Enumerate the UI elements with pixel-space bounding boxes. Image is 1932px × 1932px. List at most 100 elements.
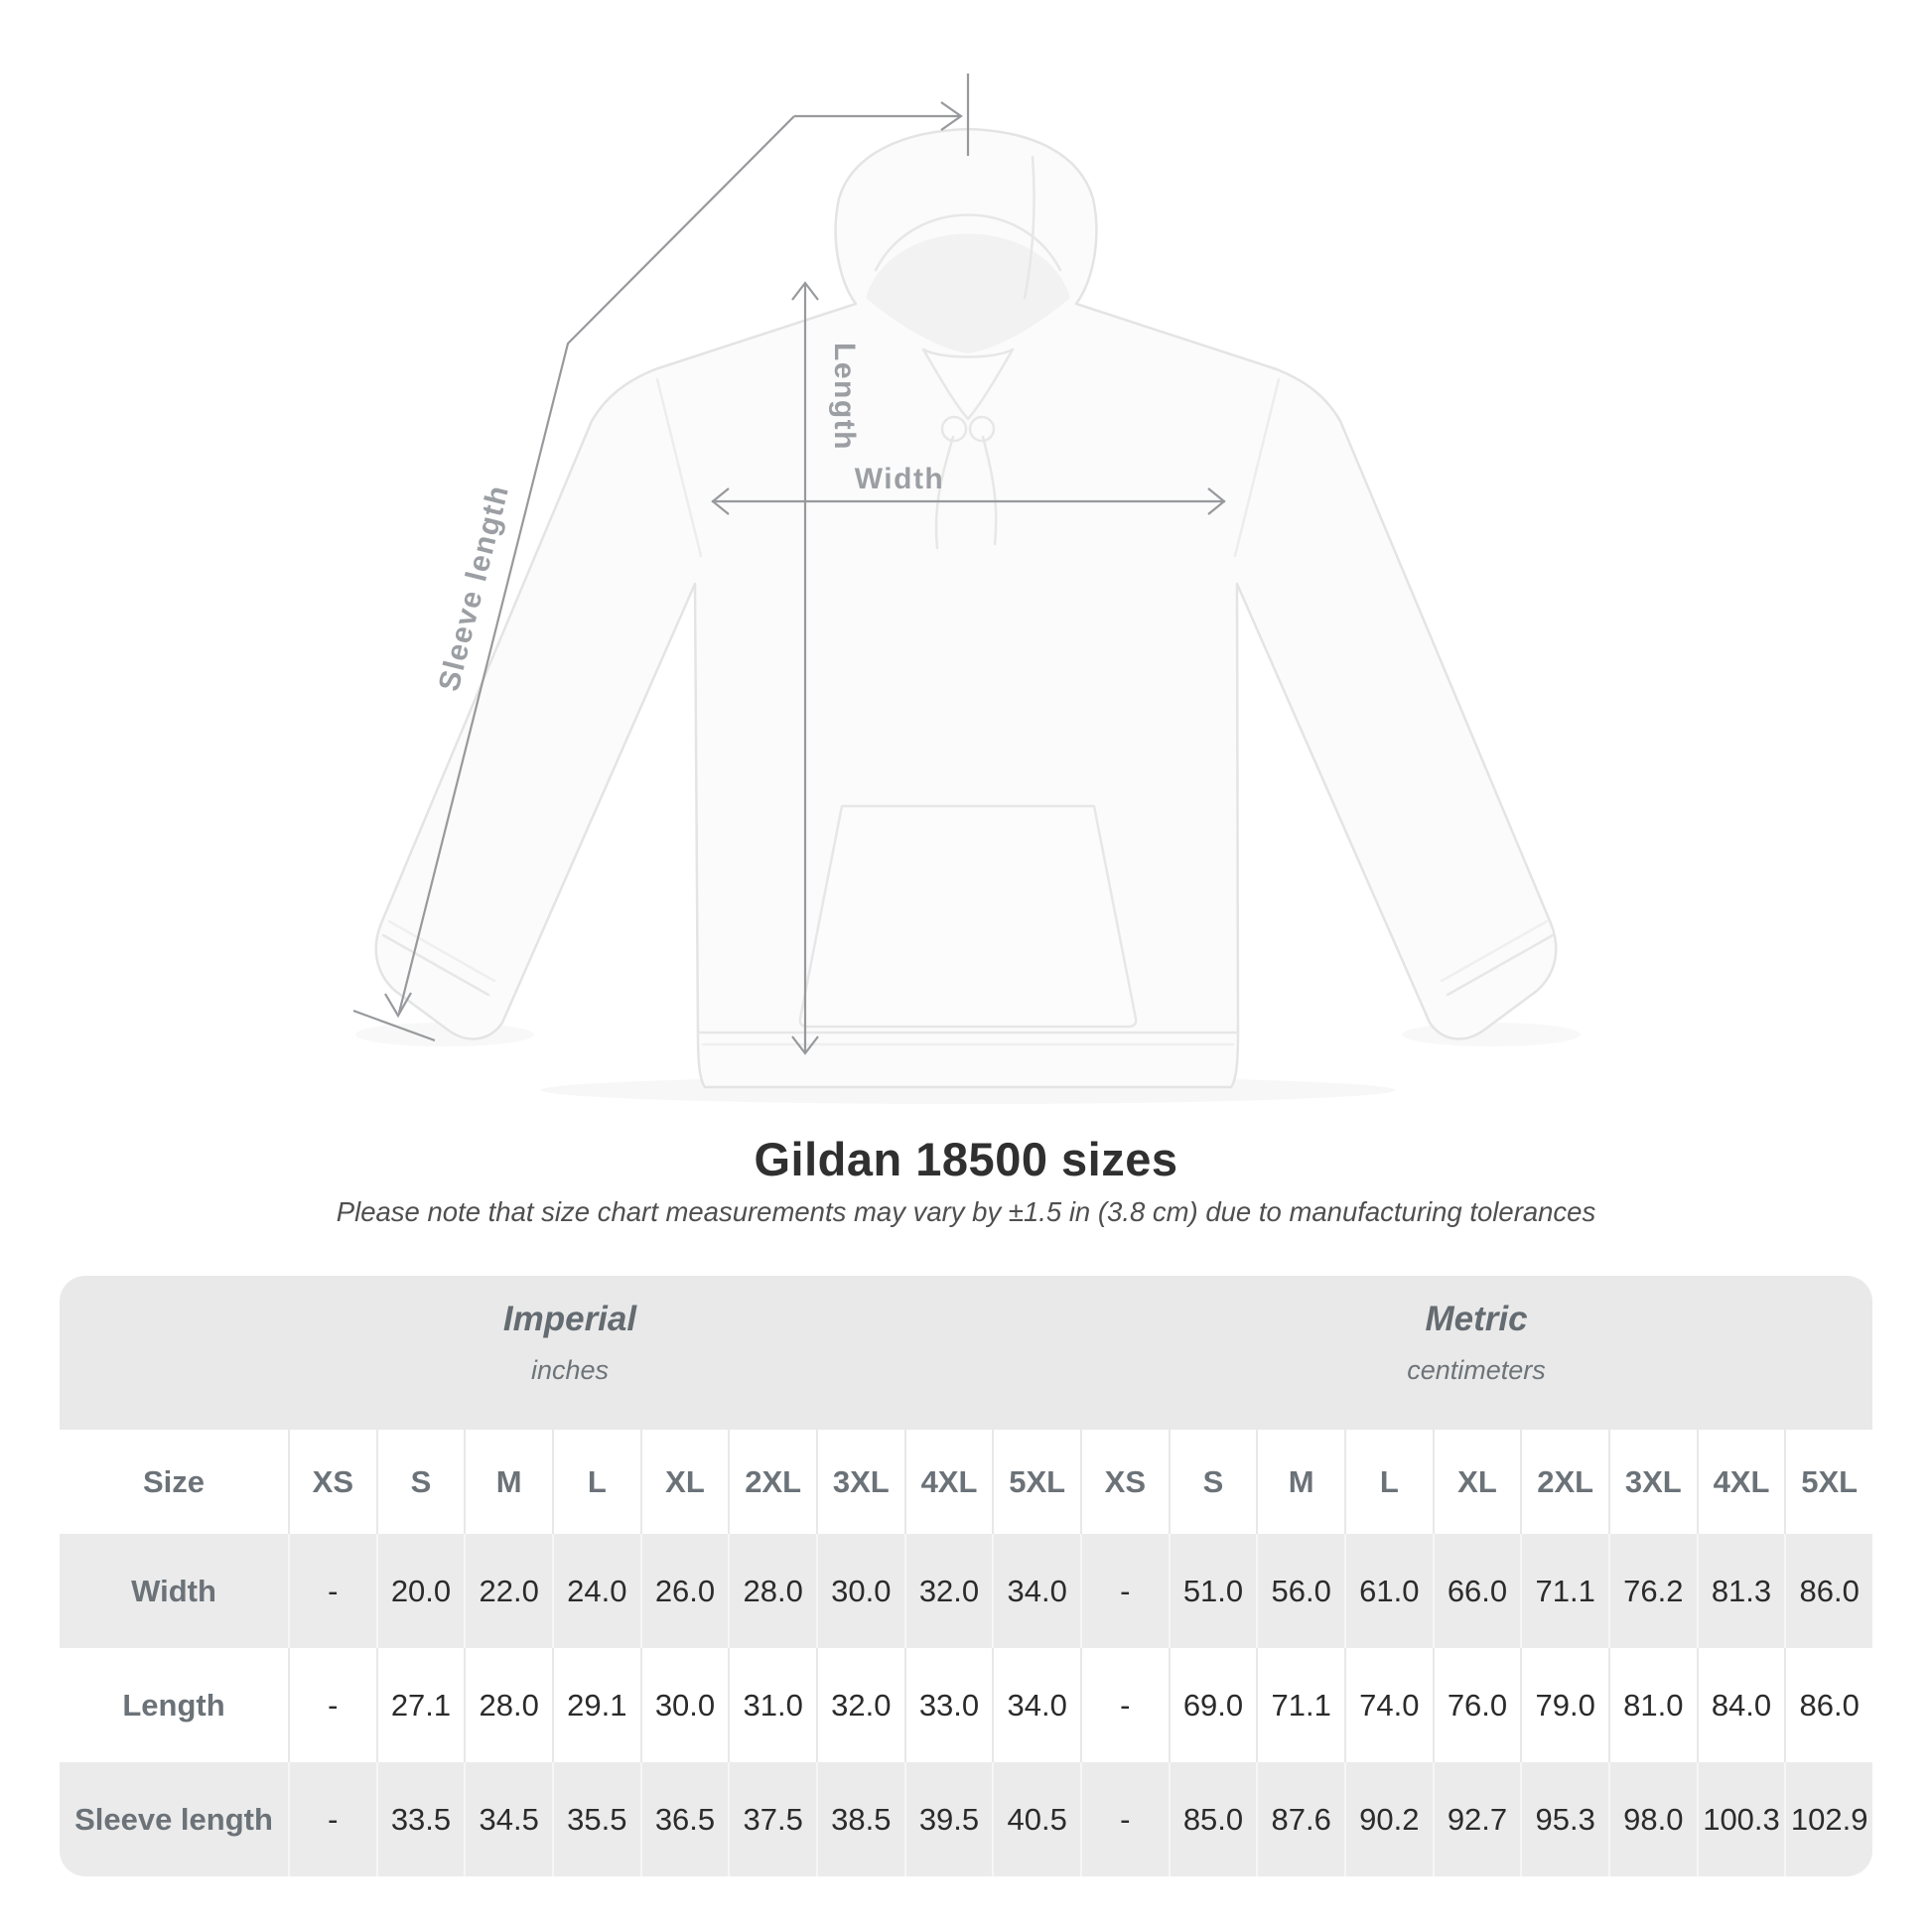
size-label: 3XL <box>1607 1430 1697 1534</box>
size-label: M <box>464 1430 552 1534</box>
measurement-cell: 76.0 <box>1432 1648 1521 1762</box>
measurement-cell: - <box>1079 1762 1169 1876</box>
measurement-cell: 32.0 <box>815 1648 904 1762</box>
hoodie-silhouette <box>374 127 1558 1089</box>
imperial-unit: inches <box>530 1355 610 1385</box>
measurement-cell: 90.2 <box>1343 1762 1433 1876</box>
width-arrow: Width <box>711 463 1226 515</box>
measurement-cell: 85.0 <box>1168 1762 1257 1876</box>
size-label: XL <box>639 1430 729 1534</box>
size-label: XS <box>1079 1430 1169 1534</box>
measurement-cell: 86.0 <box>1784 1534 1872 1648</box>
measurement-cell: 40.5 <box>992 1762 1080 1876</box>
measurement-cell: 79.0 <box>1520 1648 1608 1762</box>
width-label: Width <box>855 463 945 495</box>
length-arrow: Length <box>791 281 861 1055</box>
row-label: Length <box>122 1688 225 1723</box>
size-column-header: Size <box>142 1464 206 1499</box>
size-table: Imperial inches Metric centimeters Size … <box>60 1276 1872 1876</box>
size-label: 4XL <box>903 1430 993 1534</box>
measurement-cell: 20.0 <box>375 1534 465 1648</box>
measurement-cell: 81.3 <box>1696 1534 1785 1648</box>
measurement-cell: 87.6 <box>1256 1762 1344 1876</box>
measurement-cell: - <box>1079 1534 1169 1648</box>
metric-label: Metric <box>1425 1300 1528 1338</box>
size-label: L <box>551 1430 640 1534</box>
row-label: Sleeve length <box>74 1802 273 1837</box>
measurement-cell: 84.0 <box>1696 1648 1785 1762</box>
size-header-row: Size XS S M L XL 2XL 3XL 4XL 5XL XS S M … <box>60 1430 1872 1534</box>
measurement-cell: 34.5 <box>464 1762 552 1876</box>
size-label: M <box>1256 1430 1344 1534</box>
length-label: Length <box>828 343 861 451</box>
measurement-cell: 102.9 <box>1784 1762 1872 1876</box>
page-subtitle: Please note that size chart measurements… <box>336 1196 1596 1227</box>
metric-unit: centimeters <box>1407 1355 1546 1385</box>
kangaroo-pocket <box>798 804 1138 1029</box>
size-label: XS <box>288 1430 376 1534</box>
measurement-cell: 100.3 <box>1696 1762 1785 1876</box>
size-label: 3XL <box>815 1430 904 1534</box>
measurement-cell: 31.0 <box>728 1648 816 1762</box>
measurement-cell: 61.0 <box>1343 1534 1433 1648</box>
hood-opening <box>866 233 1070 353</box>
measurement-cell: 34.0 <box>992 1534 1080 1648</box>
measurement-cell: 24.0 <box>551 1534 640 1648</box>
measurement-cell: 37.5 <box>728 1762 816 1876</box>
measurement-cell: 76.2 <box>1607 1534 1697 1648</box>
size-label: 2XL <box>1520 1430 1608 1534</box>
size-label: L <box>1343 1430 1433 1534</box>
measurement-cell: 30.0 <box>815 1534 904 1648</box>
hoodie-measurement-diagram: Sleeve length Length Width <box>352 73 1581 1104</box>
metric-group-header: Metric centimeters <box>1080 1276 1872 1430</box>
measurement-cell: 38.5 <box>815 1762 904 1876</box>
measurement-cell: 36.5 <box>639 1762 729 1876</box>
measurement-cell: 69.0 <box>1168 1648 1257 1762</box>
measurement-cell: 92.7 <box>1432 1762 1521 1876</box>
measurement-cell: 33.5 <box>375 1762 465 1876</box>
size-label: 5XL <box>992 1430 1080 1534</box>
size-label: S <box>375 1430 465 1534</box>
measurement-cell: 51.0 <box>1168 1534 1257 1648</box>
table-row-width: Width - 20.0 22.0 24.0 26.0 28.0 30.0 32… <box>60 1534 1872 1648</box>
measurement-cell: 56.0 <box>1256 1534 1344 1648</box>
page-title: Gildan 18500 sizes <box>754 1133 1178 1185</box>
size-label: S <box>1168 1430 1257 1534</box>
measurement-cell: - <box>1079 1648 1169 1762</box>
measurement-cell: - <box>288 1762 376 1876</box>
measurement-cell: 35.5 <box>551 1762 640 1876</box>
measurement-cell: 27.1 <box>375 1648 465 1762</box>
measurement-cell: 74.0 <box>1343 1648 1433 1762</box>
imperial-group-header: Imperial inches <box>60 1276 1080 1430</box>
drawstring-right <box>981 435 998 546</box>
size-label: 5XL <box>1784 1430 1872 1534</box>
measurement-cell: 28.0 <box>464 1648 552 1762</box>
measurement-cell: 66.0 <box>1432 1534 1521 1648</box>
drawstring-left <box>934 435 955 550</box>
measurement-cell: 86.0 <box>1784 1648 1872 1762</box>
measurement-cell: 34.0 <box>992 1648 1080 1762</box>
collar <box>921 347 1015 421</box>
size-label: 4XL <box>1696 1430 1785 1534</box>
measurement-cell: 30.0 <box>639 1648 729 1762</box>
measurement-cell: - <box>288 1534 376 1648</box>
table-row-sleeve-length: Sleeve length - 33.5 34.5 35.5 36.5 37.5… <box>60 1762 1872 1876</box>
measurement-cell: 39.5 <box>903 1762 993 1876</box>
imperial-label: Imperial <box>502 1300 637 1338</box>
measurement-cell: 32.0 <box>903 1534 993 1648</box>
measurement-cell: 71.1 <box>1520 1534 1608 1648</box>
measurement-cell: 81.0 <box>1607 1648 1697 1762</box>
measurement-cell: 22.0 <box>464 1534 552 1648</box>
table-row-length: Length - 27.1 28.0 29.1 30.0 31.0 32.0 3… <box>60 1648 1872 1762</box>
measurement-cell: 28.0 <box>728 1534 816 1648</box>
measurement-cell: 98.0 <box>1607 1762 1697 1876</box>
size-label: 2XL <box>728 1430 816 1534</box>
measurement-cell: 71.1 <box>1256 1648 1344 1762</box>
unit-header-band: Imperial inches Metric centimeters <box>60 1276 1872 1430</box>
row-label: Width <box>131 1574 216 1608</box>
measurement-cell: 29.1 <box>551 1648 640 1762</box>
hoodie-illustration <box>355 127 1581 1104</box>
measurement-cell: 95.3 <box>1520 1762 1608 1876</box>
measurement-cell: 26.0 <box>639 1534 729 1648</box>
measurement-cell: 33.0 <box>903 1648 993 1762</box>
